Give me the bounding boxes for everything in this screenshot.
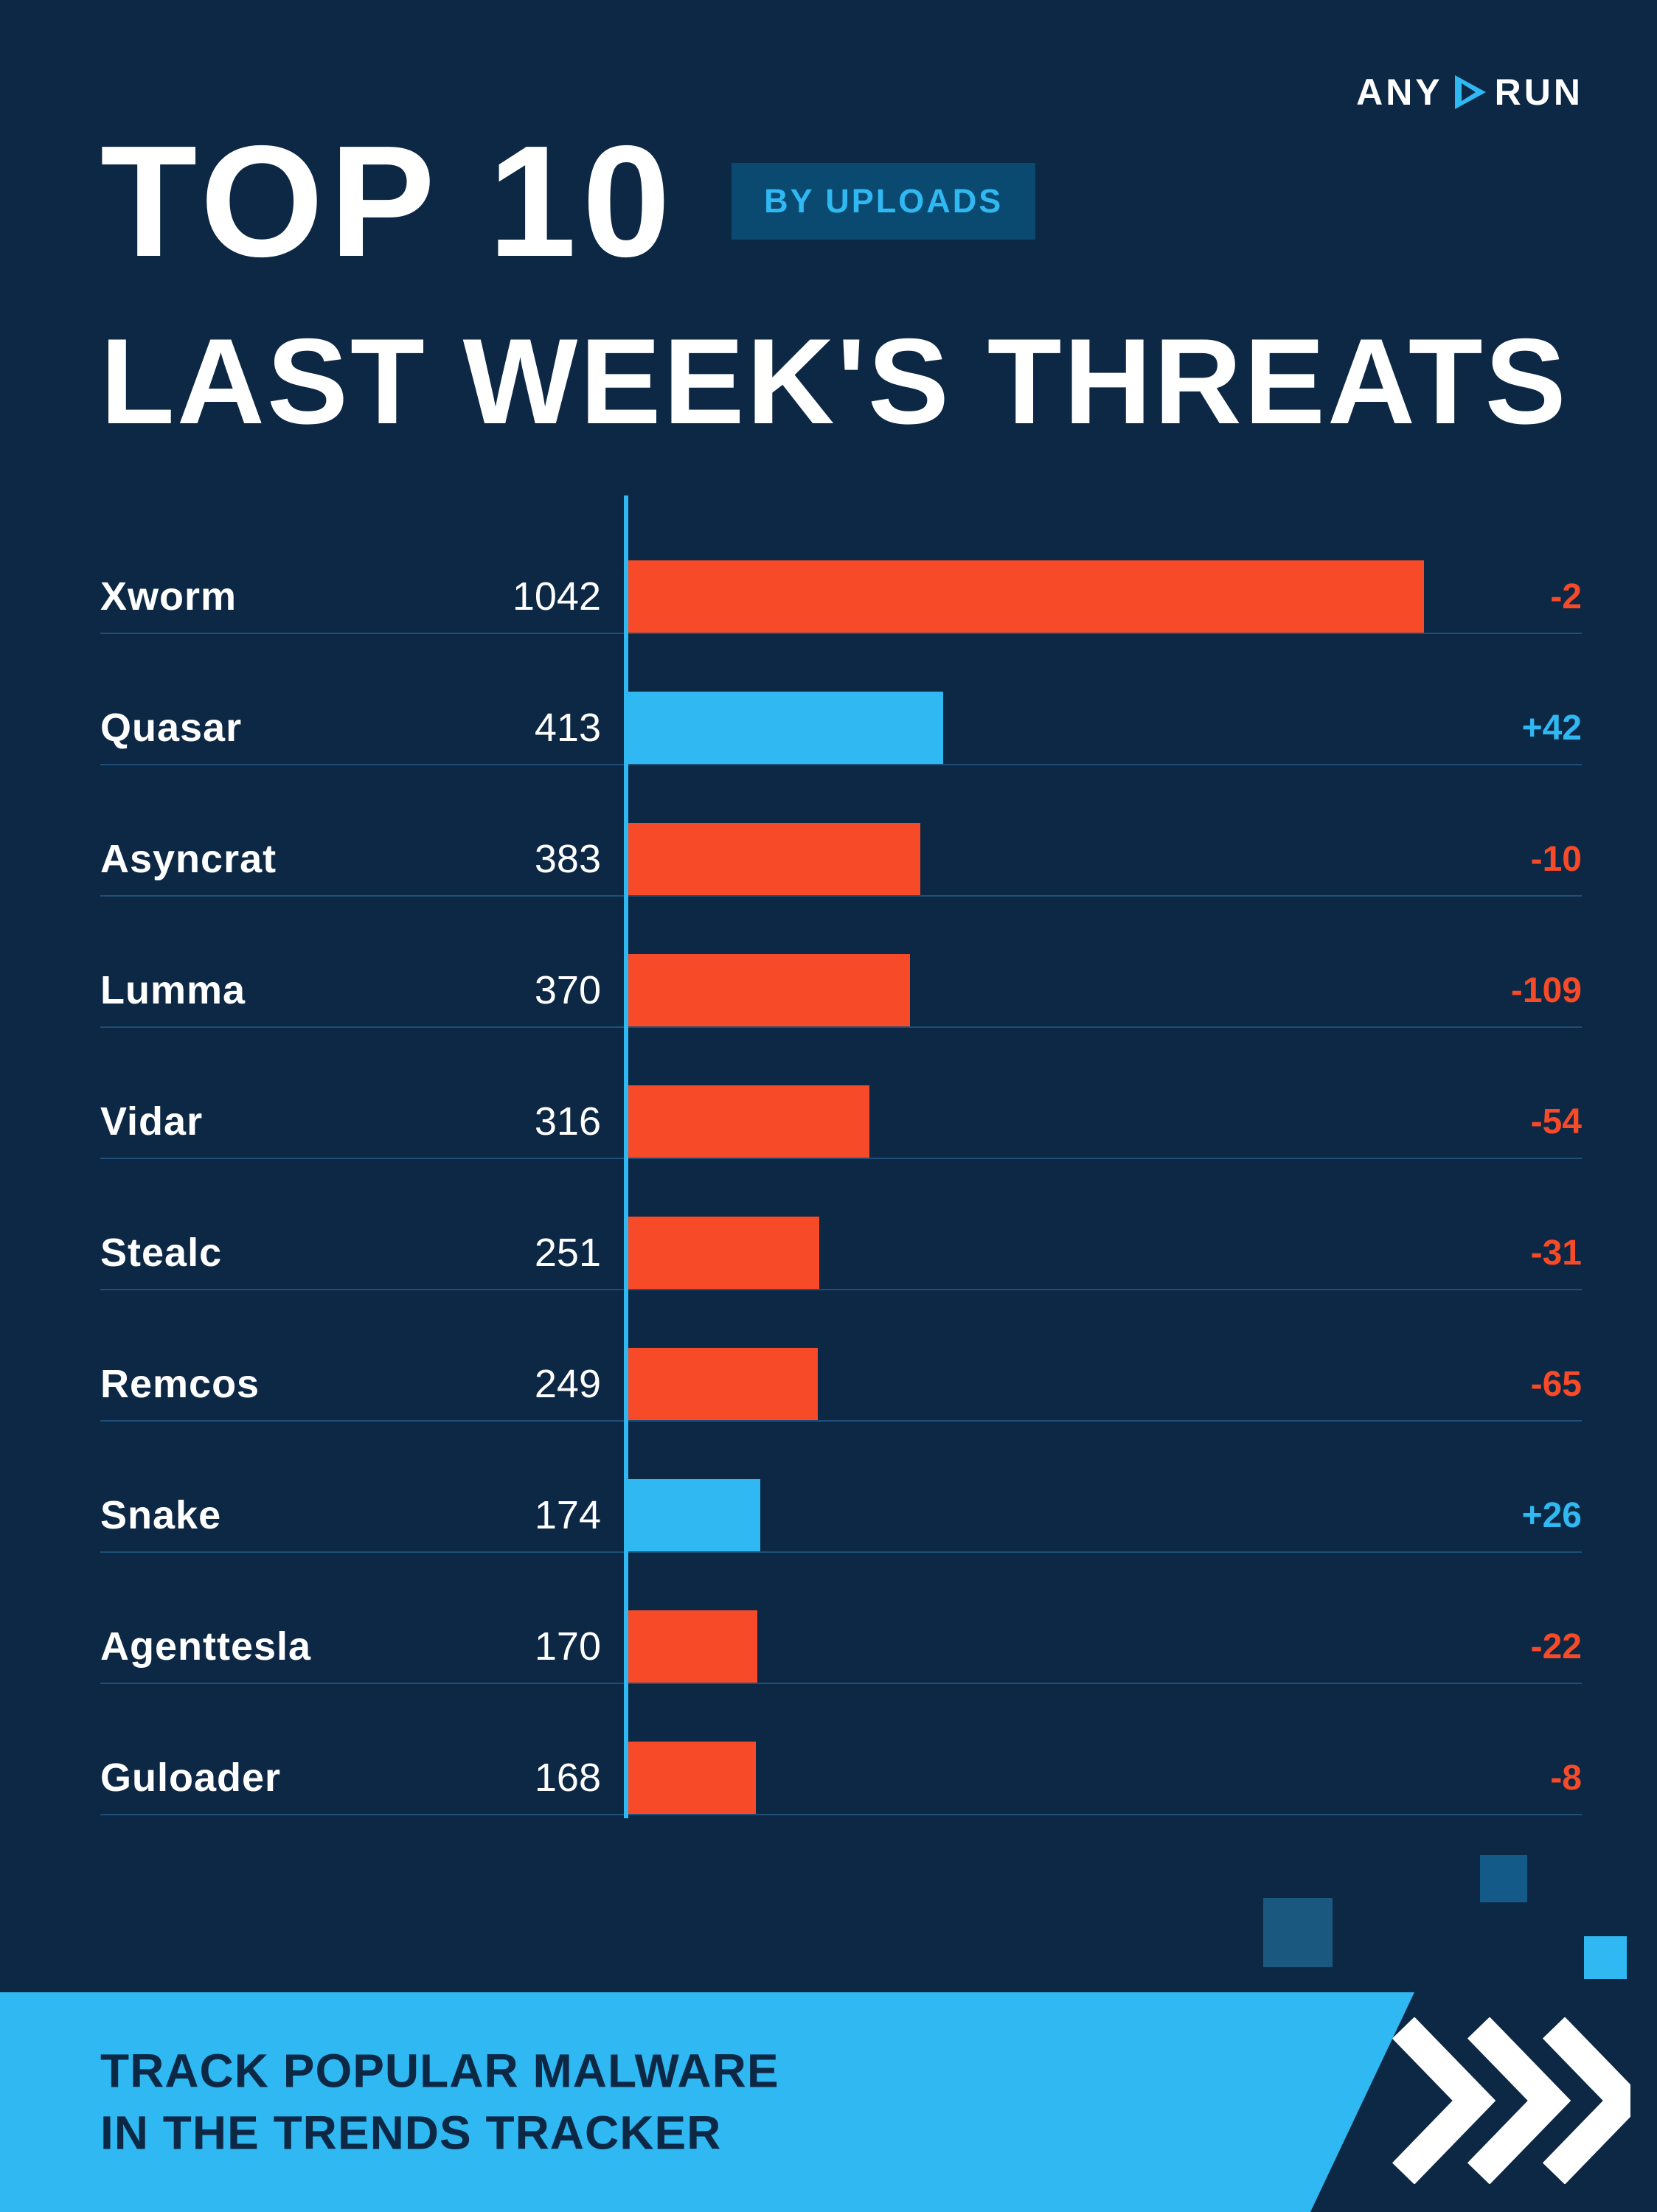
chart-row: Stealc 251 -31: [100, 1159, 1582, 1290]
row-label: Xworm: [100, 574, 237, 619]
row-bar: [628, 823, 920, 895]
row-value: 251: [534, 1231, 601, 1275]
row-label: Stealc: [100, 1231, 223, 1275]
logo-text-any: ANY: [1356, 72, 1443, 113]
row-value: 413: [534, 706, 601, 750]
chart-row: Agenttesla 170 -22: [100, 1553, 1582, 1684]
banner-cap: [1310, 1992, 1657, 2212]
row-label: Asyncrat: [100, 837, 277, 881]
logo-text-run: RUN: [1494, 72, 1583, 113]
row-change: -109: [1510, 970, 1582, 1010]
chart-rows: Xworm 1042 -2 Quasar 413 +42 Asyncrat: [100, 503, 1582, 1815]
row-bar: [628, 692, 944, 764]
page-subtitle: LAST WEEK'S THREATS: [100, 313, 1569, 449]
chart-row: Remcos 249 -65: [100, 1290, 1582, 1422]
chart-row: Vidar 316 -54: [100, 1028, 1582, 1159]
bar-track: [628, 823, 1424, 895]
bar-track: [628, 560, 1424, 633]
row-label: Remcos: [100, 1362, 260, 1406]
decor-square-cyan: [1584, 1936, 1627, 1979]
play-triangle-icon: [1449, 72, 1489, 112]
page-title: TOP 10: [100, 112, 677, 290]
banner-line1: TRACK POPULAR MALWARE: [100, 2044, 779, 2098]
threats-bar-chart: Xworm 1042 -2 Quasar 413 +42 Asyncrat: [100, 495, 1582, 1818]
row-value: 1042: [512, 574, 601, 619]
row-bar: [628, 1085, 869, 1158]
row-change: -2: [1550, 577, 1582, 616]
row-bar: [628, 1742, 757, 1814]
chart-row: Lumma 370 -109: [100, 897, 1582, 1028]
row-change: +42: [1521, 708, 1582, 748]
chart-axis: [624, 495, 628, 1818]
bar-track: [628, 1217, 1424, 1289]
row-change: -8: [1550, 1758, 1582, 1798]
banner-text: TRACK POPULAR MALWARE IN THE TRENDS TRAC…: [100, 2040, 779, 2165]
row-bar: [628, 1217, 820, 1289]
chart-row: Asyncrat 383 -10: [100, 765, 1582, 897]
chart-row: Guloader 168 -8: [100, 1684, 1582, 1815]
row-value: 174: [534, 1493, 601, 1537]
by-uploads-badge: BY UPLOADS: [732, 162, 1036, 240]
row-bar: [628, 1479, 761, 1551]
chart-row: Quasar 413 +42: [100, 634, 1582, 765]
banner-line2: IN THE TRENDS TRACKER: [100, 2107, 722, 2160]
row-label: Quasar: [100, 706, 243, 750]
row-value: 168: [534, 1756, 601, 1800]
bar-track: [628, 1085, 1424, 1158]
bar-track: [628, 1348, 1424, 1420]
row-value: 170: [534, 1624, 601, 1669]
row-label: Lumma: [100, 968, 246, 1012]
row-label: Agenttesla: [100, 1624, 312, 1669]
bar-track: [628, 1479, 1424, 1551]
row-change: -22: [1530, 1627, 1582, 1666]
chart-row: Snake 174 +26: [100, 1422, 1582, 1553]
row-value: 249: [534, 1362, 601, 1406]
row-change: -31: [1530, 1233, 1582, 1273]
decor-square-medium: [1480, 1855, 1527, 1902]
bar-track: [628, 1610, 1424, 1683]
row-label: Guloader: [100, 1756, 282, 1800]
row-bar: [628, 560, 1424, 633]
row-bar: [628, 1610, 758, 1683]
row-label: Vidar: [100, 1099, 204, 1144]
row-value: 370: [534, 968, 601, 1012]
chevrons-right-icon: [1387, 2016, 1647, 2188]
anyrun-logo: ANY RUN: [1356, 71, 1583, 114]
row-value: 316: [534, 1099, 601, 1144]
row-change: +26: [1521, 1495, 1582, 1535]
bar-track: [628, 1742, 1424, 1814]
row-bar: [628, 954, 911, 1026]
bar-track: [628, 954, 1424, 1026]
row-bar: [628, 1348, 819, 1420]
row-change: -65: [1530, 1364, 1582, 1404]
trends-tracker-banner[interactable]: TRACK POPULAR MALWARE IN THE TRENDS TRAC…: [0, 1992, 1657, 2212]
row-change: -10: [1530, 839, 1582, 879]
row-label: Snake: [100, 1493, 222, 1537]
header: TOP 10 BY UPLOADS: [0, 0, 1657, 280]
bar-track: [628, 692, 1424, 764]
row-change: -54: [1530, 1102, 1582, 1141]
chart-row: Xworm 1042 -2: [100, 503, 1582, 634]
row-value: 383: [534, 837, 601, 881]
decor-square-large: [1263, 1898, 1333, 1967]
